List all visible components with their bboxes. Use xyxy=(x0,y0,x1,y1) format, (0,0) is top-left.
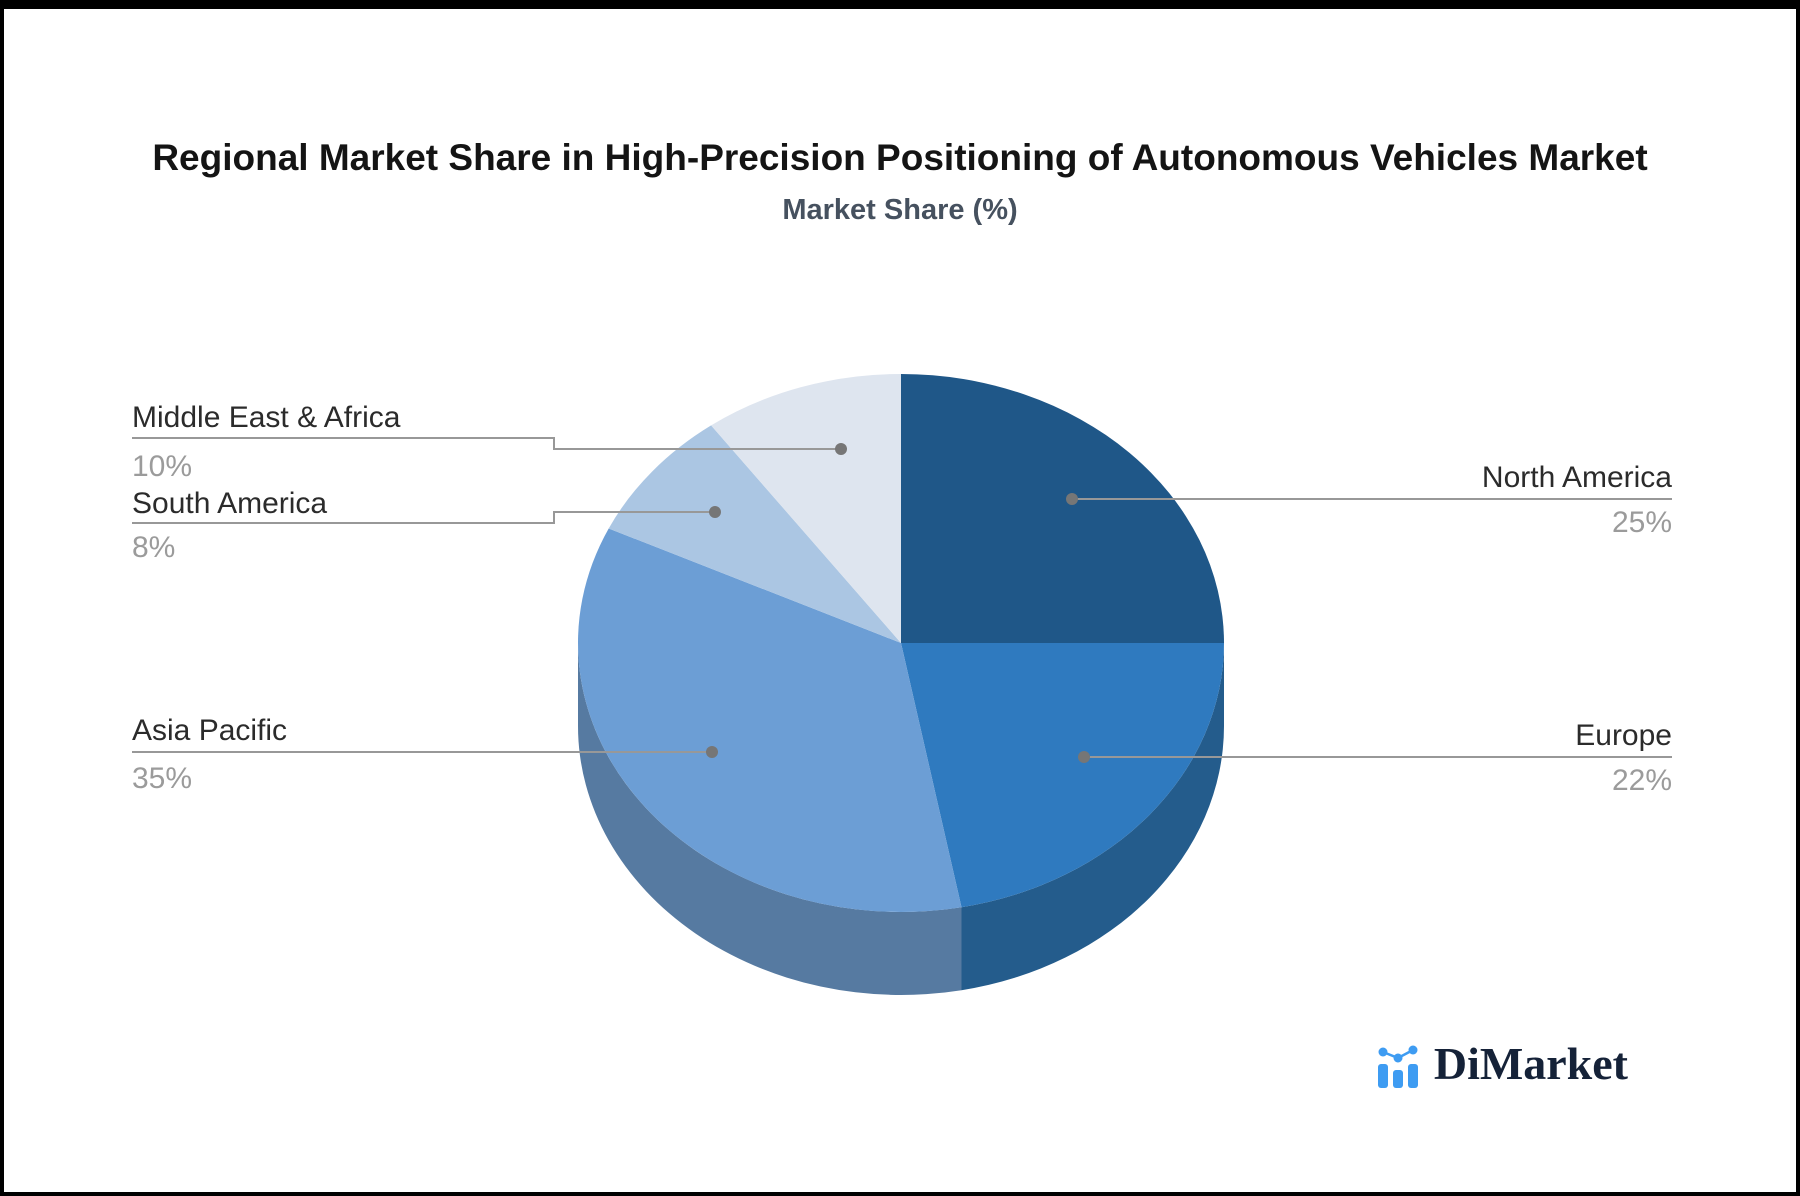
chart-subtitle: Market Share (%) xyxy=(782,194,1018,226)
slice-value-north-america: 25% xyxy=(1611,506,1672,539)
slice-label-middle-east-africa: Middle East & Africa xyxy=(132,401,401,434)
leader-dot-asia-pacific xyxy=(706,746,718,758)
leader-dot-europe xyxy=(1078,751,1090,763)
pie-rim-europe xyxy=(961,643,1224,991)
slice-value-asia-pacific: 35% xyxy=(132,762,193,795)
slice-value-middle-east-africa: 10% xyxy=(132,450,193,483)
slice-label-asia-pacific: Asia Pacific xyxy=(132,714,288,747)
dimarket-logo: DiMarket xyxy=(1375,1040,1628,1088)
pie-slice-south-america xyxy=(608,425,901,643)
pie-slice-asia-pacific xyxy=(578,528,962,912)
slice-label-south-america: South America xyxy=(132,487,328,520)
pie-slice-europe xyxy=(901,643,1224,908)
leader-line-middle-east-africa xyxy=(132,437,841,450)
leader-dot-south-america xyxy=(709,506,721,518)
dimarket-logo-icon xyxy=(1377,1045,1418,1088)
slice-value-south-america: 8% xyxy=(132,531,176,564)
pie-slice-middle-east-africa xyxy=(711,374,901,643)
slice-label-north-america: North America xyxy=(1481,461,1672,494)
leader-line-south-america xyxy=(132,511,715,524)
leader-dot-middle-east-africa xyxy=(835,443,847,455)
pie-slice-north-america xyxy=(901,374,1224,643)
pie-rim-asia-pacific xyxy=(578,643,962,995)
dimarket-logo-text: DiMarket xyxy=(1433,1038,1628,1089)
leader-dot-north-america xyxy=(1066,493,1078,505)
slice-value-europe: 22% xyxy=(1611,764,1672,797)
chart-title: Regional Market Share in High-Precision … xyxy=(152,137,1648,178)
slice-label-europe: Europe xyxy=(1575,719,1672,752)
